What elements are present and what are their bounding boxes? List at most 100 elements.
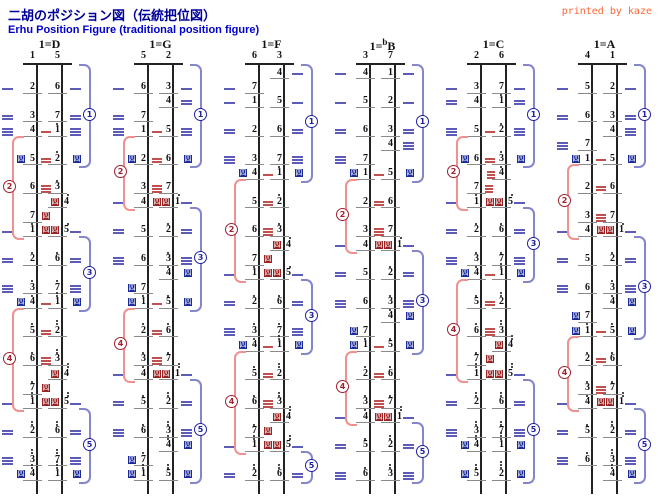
outer-left-finger-1-mark	[2, 230, 13, 234]
note-left: 6	[363, 468, 368, 480]
note-right: 5	[166, 296, 171, 308]
note-left: 6	[141, 425, 146, 437]
fret-tick-right	[48, 264, 67, 266]
outer-left-finger-4-box: 四	[461, 154, 469, 163]
fret-tick-left	[134, 92, 153, 94]
note-left: 3	[363, 224, 368, 236]
note-right: 3	[610, 109, 615, 121]
fret-tick-right	[159, 479, 178, 481]
octave-dot	[56, 449, 58, 452]
note-left: 1	[30, 396, 35, 408]
mid-right-finger-4-box: 四	[273, 441, 281, 450]
fret-tick-left	[356, 106, 375, 108]
fret-tick-right	[381, 479, 400, 481]
note-right: 2	[610, 81, 615, 93]
outer-left-finger-3-mark	[2, 127, 13, 137]
outer-right-finger-3-mark	[292, 156, 303, 165]
mid-left-finger-4-box: 四	[597, 226, 605, 235]
fret-tick-right	[603, 307, 622, 309]
fret-tick-left	[134, 407, 153, 409]
octave-dot	[31, 323, 33, 326]
note-left: 7	[585, 310, 590, 322]
note-left: 3	[585, 210, 590, 222]
octave-dot	[167, 423, 169, 426]
note-right: 1	[397, 410, 402, 422]
fret-tick-left	[23, 336, 42, 338]
outer-left-finger-1-mark	[446, 202, 457, 205]
fret-tick-right	[48, 436, 67, 438]
note-right: 4	[166, 439, 171, 451]
note-left: 4	[141, 367, 146, 379]
octave-dot	[142, 452, 144, 455]
mid-left-finger-3-mark	[485, 184, 493, 194]
fret-tick-left	[578, 364, 597, 366]
note-left: 6	[30, 181, 35, 193]
octave-dot	[389, 434, 391, 437]
mid-right-finger-1-mark	[43, 302, 51, 306]
fret-tick-left	[578, 393, 597, 395]
note-right: 3	[610, 453, 615, 465]
octave-dot	[500, 265, 502, 268]
fret-tick-left	[356, 278, 375, 280]
fret-tick-left	[578, 264, 597, 266]
position-label-2: 2	[558, 194, 571, 208]
note-right: 2	[499, 124, 504, 136]
outer-left-finger-1-mark	[557, 230, 568, 234]
position-label-5: 5	[305, 459, 318, 473]
mid-left-finger-4-box: 四	[375, 240, 383, 249]
note-right: 5	[388, 339, 393, 351]
note-right: 5	[277, 95, 282, 107]
fret-tick-right	[603, 436, 622, 438]
octave-dot	[364, 394, 366, 397]
fret-tick-right	[381, 307, 400, 309]
fret-tick-right	[159, 407, 178, 409]
note-right: 6	[55, 81, 60, 93]
octave-dot	[500, 391, 502, 394]
outer-right-finger-2-mark	[70, 114, 81, 121]
outer-left-finger-2-mark	[2, 430, 13, 436]
octave-dot	[475, 423, 477, 426]
outer-right-finger-3-mark	[70, 285, 81, 294]
outer-right-finger-2-mark	[181, 229, 192, 235]
fret-tick-left	[245, 407, 264, 409]
fret-tick-left	[578, 336, 597, 338]
fret-tick-right	[270, 422, 289, 424]
outer-right-finger-2-mark	[625, 258, 636, 264]
outer-left-finger-2-mark	[224, 129, 235, 135]
outer-left-finger-3-mark	[224, 328, 235, 337]
mid-right-finger-2-mark	[265, 200, 273, 207]
mid-left-finger-4-box: 四	[486, 355, 494, 364]
position-label-3: 3	[527, 237, 540, 251]
octave-dot	[67, 366, 69, 369]
octave-dot	[31, 420, 33, 423]
note-left: 7	[585, 138, 590, 150]
outer-left-finger-3-mark	[224, 156, 235, 165]
fret-tick-right	[48, 135, 67, 137]
outer-left-finger-4-box: 四	[239, 341, 247, 350]
octave-dot	[511, 194, 513, 197]
octave-dot	[67, 363, 69, 366]
octave-dot	[500, 394, 502, 397]
note-left: 2	[252, 468, 257, 480]
note-right: 7	[610, 382, 615, 394]
octave-dot	[56, 291, 58, 294]
note-left: 7	[363, 324, 368, 336]
fret-tick-right	[603, 407, 622, 409]
fret-tick-right	[381, 135, 400, 137]
octave-dot	[167, 466, 169, 469]
outer-right-finger-2-mark	[514, 401, 525, 407]
fret-tick-right	[603, 465, 622, 467]
octave-dot	[500, 294, 502, 297]
fret-tick-left	[467, 192, 486, 194]
fret-tick-left	[23, 92, 42, 94]
mid-left-finger-4-box: 四	[264, 427, 272, 436]
octave-dot	[475, 420, 477, 423]
note-right: 6	[499, 396, 504, 408]
mid-right-finger-4-box: 四	[495, 341, 503, 350]
mid-right-finger-2-mark	[154, 329, 162, 336]
note-right: 7	[499, 81, 504, 93]
octave-dot	[389, 366, 391, 369]
fret-tick-right	[603, 164, 622, 166]
octave-dot	[278, 334, 280, 337]
mid-right-finger-3-mark	[598, 213, 606, 223]
